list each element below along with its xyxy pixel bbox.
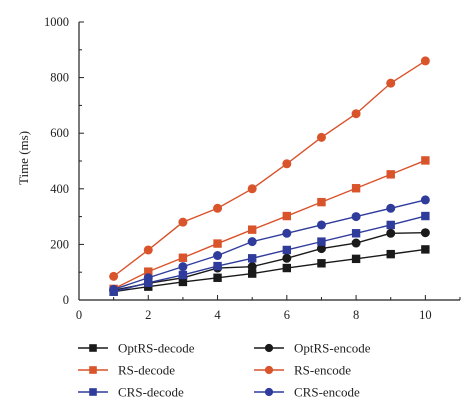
y-tick-label: 0 xyxy=(63,293,69,307)
data-point-rs-decode xyxy=(247,225,257,234)
data-point-crs-decode xyxy=(317,237,326,246)
data-point-crs-decode xyxy=(213,261,222,271)
legend-item-crs-encode: CRS-encode xyxy=(254,385,360,400)
legend-label: CRS-decode xyxy=(118,385,184,400)
series-line-crs-decode xyxy=(113,215,426,293)
legend-item-crs-decode: CRS-decode xyxy=(78,385,184,400)
legend-marker xyxy=(264,387,274,397)
data-point-optrs-encode xyxy=(247,262,257,272)
data-point-rs-decode xyxy=(317,197,326,207)
data-point-crs-encode xyxy=(351,212,361,222)
series-line-rs-decode xyxy=(113,159,426,290)
series-rs-encode xyxy=(109,56,430,281)
data-point-crs-encode xyxy=(247,237,257,247)
series-line-optrs-decode xyxy=(113,248,426,293)
data-point-rs-encode xyxy=(109,271,119,281)
legend-item-rs-decode: RS-decode xyxy=(78,363,175,378)
data-point-crs-decode xyxy=(386,220,395,230)
series-layer xyxy=(109,56,430,296)
data-point-optrs-encode xyxy=(420,228,430,238)
y-axis-title: Time (ms) xyxy=(16,131,31,185)
data-point-rs-decode xyxy=(178,253,188,262)
data-point-crs-decode xyxy=(144,278,153,287)
data-point-rs-decode xyxy=(421,156,430,165)
data-point-crs-decode xyxy=(282,245,292,255)
series-line-crs-encode xyxy=(113,199,426,291)
data-point-optrs-decode xyxy=(386,249,395,259)
data-point-crs-encode xyxy=(143,273,153,283)
data-point-crs-encode xyxy=(316,220,326,230)
data-point-rs-encode xyxy=(420,56,430,66)
series-line-optrs-encode xyxy=(113,232,426,291)
data-point-crs-encode xyxy=(420,195,430,205)
data-point-rs-encode xyxy=(282,159,292,169)
legend-marker xyxy=(89,366,97,374)
data-point-optrs-decode xyxy=(317,259,326,268)
legend-marker xyxy=(264,365,274,375)
legend-item-rs-encode: RS-encode xyxy=(254,363,351,378)
legend-item-optrs-encode: OptRS-encode xyxy=(254,341,371,356)
legend-marker xyxy=(89,344,97,352)
data-point-crs-encode xyxy=(386,203,396,213)
x-tick-label: 10 xyxy=(419,308,432,322)
series-crs-decode xyxy=(109,211,430,296)
y-tick-label: 800 xyxy=(50,71,69,85)
tick-labels: 0 2 4 6 8 10 0 200 400 600 800 1000 xyxy=(44,15,432,322)
y-tick-label: 600 xyxy=(50,126,69,140)
legend-label: OptRS-encode xyxy=(294,341,371,356)
x-tick-label: 0 xyxy=(76,308,82,322)
data-point-optrs-encode xyxy=(386,228,396,238)
data-point-crs-encode xyxy=(109,284,119,294)
data-point-rs-decode xyxy=(213,239,222,248)
data-point-rs-decode xyxy=(282,211,292,221)
series-crs-encode xyxy=(109,195,430,294)
data-point-optrs-decode xyxy=(213,273,222,282)
series-optrs-decode xyxy=(109,245,430,296)
data-point-optrs-encode xyxy=(351,238,361,248)
legend-label: RS-encode xyxy=(294,363,351,378)
data-point-optrs-decode xyxy=(351,254,361,264)
y-tick-label: 1000 xyxy=(44,15,69,29)
plot-area: 0 2 4 6 8 10 0 200 400 600 800 1000 xyxy=(44,15,461,322)
legend-marker xyxy=(264,343,274,353)
data-point-crs-encode xyxy=(213,251,223,261)
data-point-crs-decode xyxy=(178,270,188,280)
data-point-rs-encode xyxy=(316,132,326,142)
data-point-optrs-decode xyxy=(282,263,292,273)
legend-label: RS-decode xyxy=(118,363,175,378)
axes xyxy=(78,22,460,301)
axis-ticks xyxy=(78,21,461,301)
legend-label: OptRS-decode xyxy=(118,341,195,356)
x-tick-label: 6 xyxy=(284,308,290,322)
legend-item-optrs-decode: OptRS-decode xyxy=(78,341,195,356)
data-point-crs-decode xyxy=(247,254,257,263)
data-point-rs-encode xyxy=(178,217,188,227)
x-tick-label: 8 xyxy=(353,308,359,322)
legend-marker xyxy=(89,388,97,396)
data-point-rs-decode xyxy=(386,170,395,179)
data-point-rs-decode xyxy=(144,267,153,276)
legend-label: CRS-encode xyxy=(294,385,360,400)
x-tick-label: 4 xyxy=(214,308,221,322)
data-point-optrs-encode xyxy=(316,244,326,254)
data-point-rs-encode xyxy=(247,184,257,194)
data-point-optrs-decode xyxy=(421,245,430,254)
data-point-crs-decode xyxy=(421,211,430,221)
data-point-optrs-decode xyxy=(247,269,257,278)
legend: OptRS-decode OptRS-encode RS-decode RS-enco… xyxy=(78,341,371,400)
x-tick-label: 2 xyxy=(145,308,151,322)
data-point-optrs-encode xyxy=(282,253,292,263)
y-tick-label: 200 xyxy=(50,237,69,251)
data-point-rs-encode xyxy=(143,245,153,255)
data-point-crs-encode xyxy=(282,228,292,238)
series-line-rs-encode xyxy=(113,60,426,277)
data-point-crs-decode xyxy=(351,229,361,238)
data-point-rs-encode xyxy=(213,203,223,213)
y-tick-label: 400 xyxy=(50,182,69,196)
data-point-rs-encode xyxy=(351,109,361,119)
data-point-rs-encode xyxy=(386,78,396,88)
data-point-rs-decode xyxy=(351,184,361,193)
data-point-crs-encode xyxy=(178,262,188,272)
